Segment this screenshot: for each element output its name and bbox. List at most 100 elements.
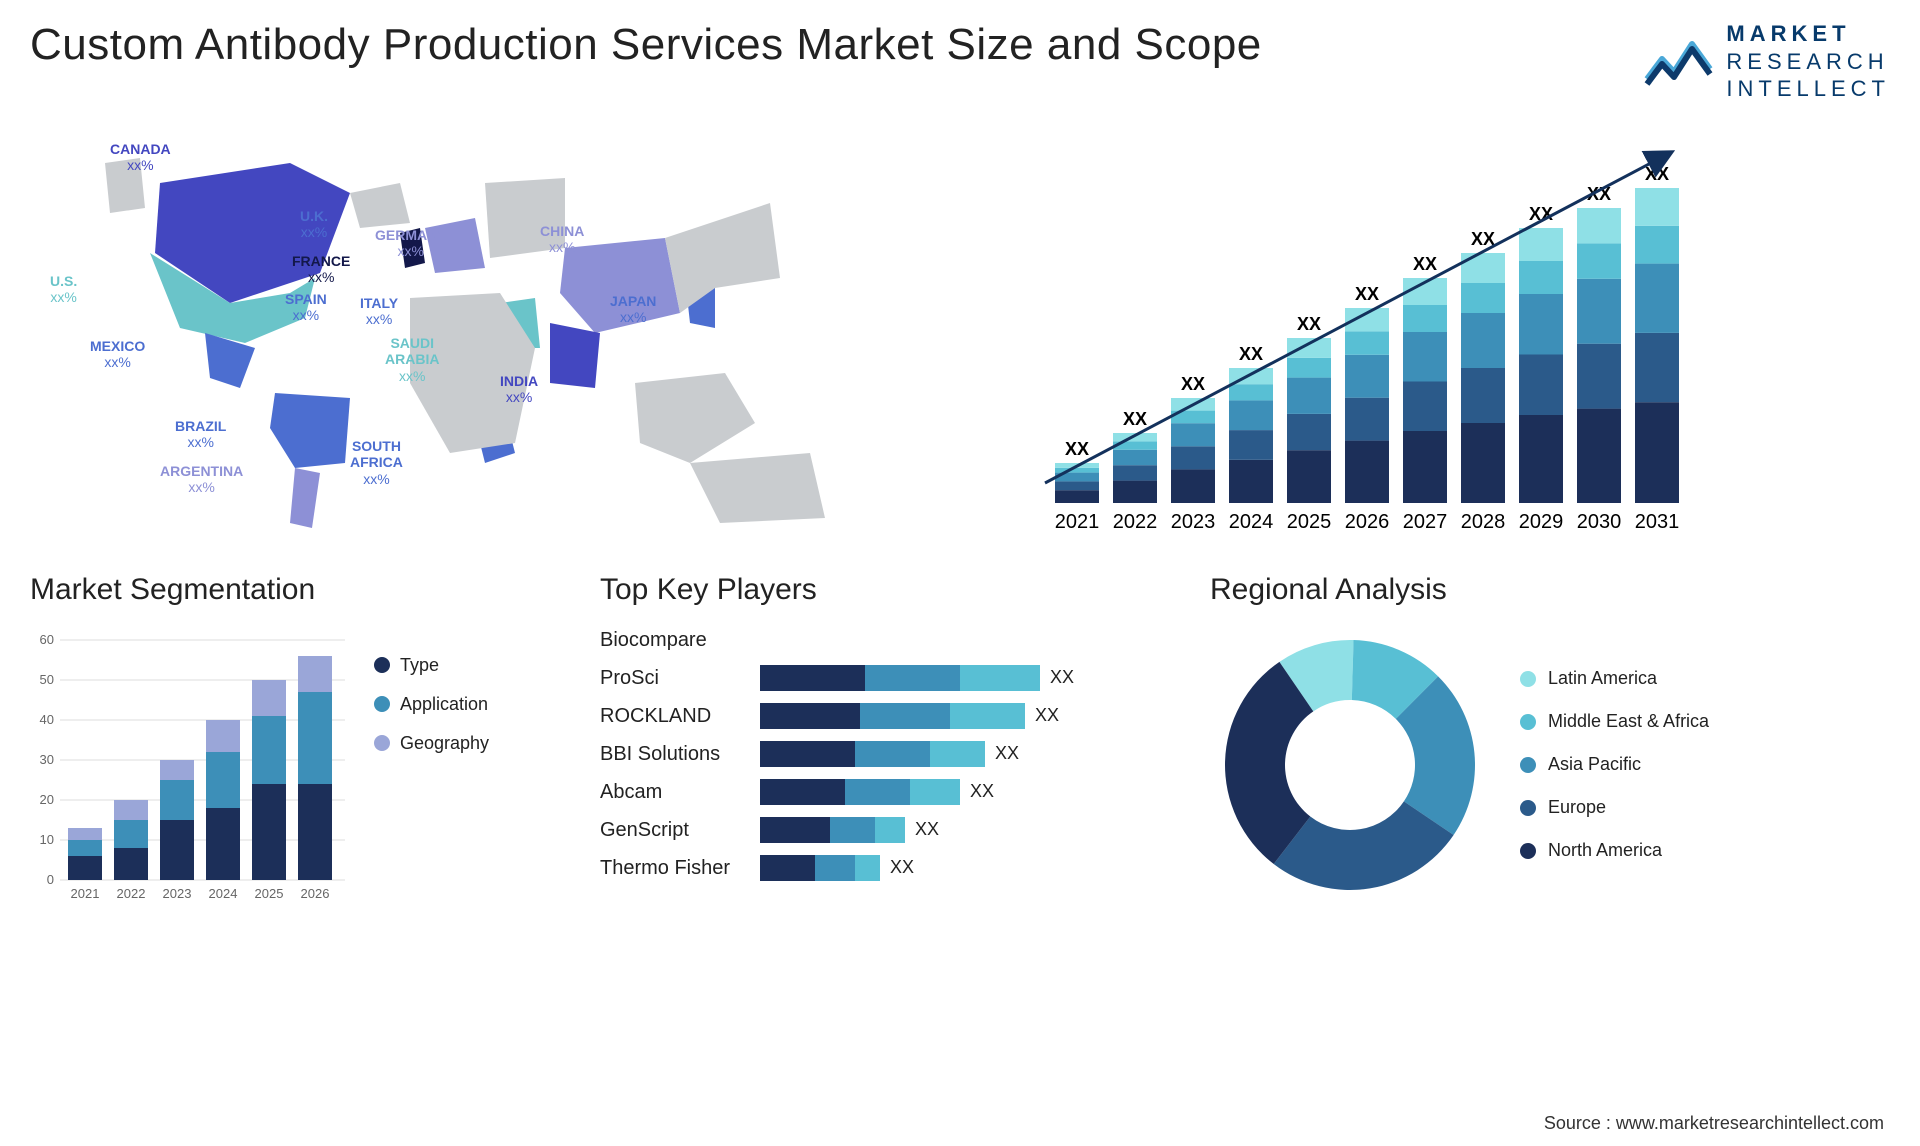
seg-year-label: 2023 (163, 886, 192, 901)
main-bar-seg (1287, 413, 1331, 449)
page-title: Custom Antibody Production Services Mark… (30, 20, 1262, 70)
legend-dot (1520, 671, 1536, 687)
bar-top-label: XX (1413, 254, 1437, 274)
player-bar-seg (815, 855, 855, 881)
bar-top-label: XX (1123, 409, 1147, 429)
map-label: SAUDIARABIAxx% (385, 335, 439, 385)
player-name: GenScript (600, 815, 740, 845)
player-name: Thermo Fisher (600, 853, 740, 883)
player-name: ROCKLAND (600, 701, 740, 731)
bar-year-label: 2028 (1461, 511, 1506, 533)
bar-top-label: XX (1239, 344, 1263, 364)
svg-text:0: 0 (47, 872, 54, 887)
map-region (270, 393, 350, 468)
bar-top-label: XX (1645, 164, 1669, 184)
main-bar-seg (1577, 343, 1621, 408)
player-name: ProSci (600, 663, 740, 693)
main-bar-seg (1577, 208, 1621, 243)
legend-dot (374, 735, 390, 751)
player-name-list: BiocompareProSciROCKLANDBBI SolutionsAbc… (600, 625, 740, 883)
main-bar-seg (1461, 313, 1505, 368)
main-bar-seg (1345, 440, 1389, 502)
world-map: CANADAxx%U.S.xx%MEXICOxx%BRAZILxx%ARGENT… (30, 123, 900, 543)
main-bar-seg (1287, 338, 1331, 358)
logo-line2: RESEARCH (1726, 48, 1890, 76)
player-value: XX (970, 781, 994, 802)
map-label: CANADAxx% (110, 141, 171, 175)
player-bar-seg (760, 855, 815, 881)
map-label: SPAINxx% (285, 291, 327, 325)
legend-label: Middle East & Africa (1548, 711, 1709, 732)
seg-bar-seg (206, 752, 240, 808)
seg-bar-seg (298, 656, 332, 692)
main-bar-seg (1403, 381, 1447, 431)
player-bar-seg (855, 741, 930, 767)
map-label: U.S.xx% (50, 273, 77, 307)
main-bar-seg (1403, 431, 1447, 503)
regional-title: Regional Analysis (1210, 573, 1890, 607)
bar-top-label: XX (1297, 314, 1321, 334)
svg-text:50: 50 (40, 672, 54, 687)
segmentation-title: Market Segmentation (30, 573, 550, 607)
legend-dot (1520, 843, 1536, 859)
main-bar-seg (1519, 261, 1563, 294)
seg-bar-seg (252, 716, 286, 784)
legend-label: Geography (400, 733, 489, 754)
player-bar-row: XX (760, 815, 1160, 845)
player-bar-seg (760, 817, 830, 843)
main-bar-seg (1403, 332, 1447, 382)
map-label: U.K.xx% (300, 208, 328, 242)
player-bar-list: XXXXXXXXXXXX (760, 625, 1160, 883)
map-region (290, 468, 320, 528)
seg-bar-seg (114, 848, 148, 880)
main-bar-seg (1577, 278, 1621, 343)
main-bar-seg (1287, 377, 1331, 413)
bar-year-label: 2025 (1287, 511, 1332, 533)
seg-bar-seg (114, 800, 148, 820)
player-bar-seg (760, 779, 845, 805)
player-bar-row: XX (760, 701, 1160, 731)
seg-legend-item: Geography (374, 733, 489, 754)
seg-legend-item: Application (374, 694, 489, 715)
legend-dot (374, 696, 390, 712)
main-bar-seg (1519, 228, 1563, 261)
map-label: ITALYxx% (360, 295, 398, 329)
seg-year-label: 2021 (71, 886, 100, 901)
svg-text:40: 40 (40, 712, 54, 727)
main-bar-seg (1171, 423, 1215, 446)
seg-year-label: 2022 (117, 886, 146, 901)
player-bar-seg (860, 703, 950, 729)
brand-logo: MARKET RESEARCH INTELLECT (1644, 20, 1890, 103)
main-bar-seg (1229, 459, 1273, 502)
player-name: Abcam (600, 777, 740, 807)
player-bar-row: XX (760, 663, 1160, 693)
main-bar-seg (1287, 450, 1331, 503)
main-bar-seg (1345, 397, 1389, 440)
seg-bar-seg (206, 720, 240, 752)
map-region (690, 453, 825, 523)
logo-line3: INTELLECT (1726, 75, 1890, 103)
seg-bar-seg (160, 780, 194, 820)
map-label: FRANCExx% (292, 253, 350, 287)
seg-bar-seg (160, 820, 194, 880)
seg-legend-item: Type (374, 655, 489, 676)
main-bar-seg (1229, 430, 1273, 460)
bar-top-label: XX (1355, 284, 1379, 304)
player-bar-seg (760, 741, 855, 767)
player-value: XX (1035, 705, 1059, 726)
svg-text:20: 20 (40, 792, 54, 807)
map-region (350, 183, 410, 228)
bar-year-label: 2023 (1171, 511, 1216, 533)
seg-year-label: 2025 (255, 886, 284, 901)
legend-label: Asia Pacific (1548, 754, 1641, 775)
player-bar-row (760, 625, 1160, 655)
region-legend-item: Latin America (1520, 668, 1709, 689)
main-bar-seg (1229, 400, 1273, 430)
seg-bar-seg (68, 828, 102, 840)
map-label: CHINAxx% (540, 223, 584, 257)
player-bar-seg (875, 817, 905, 843)
segmentation-chart: 0102030405060202120222023202420252026 (30, 625, 350, 905)
seg-bar-seg (298, 692, 332, 784)
player-bar-row: XX (760, 853, 1160, 883)
map-label: GERMANYxx% (375, 227, 447, 261)
